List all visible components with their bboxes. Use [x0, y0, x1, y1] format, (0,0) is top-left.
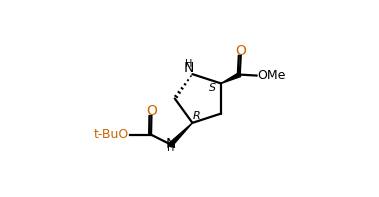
Polygon shape [168, 123, 193, 147]
Text: OMe: OMe [257, 69, 286, 82]
Polygon shape [221, 73, 241, 84]
Text: t-BuO: t-BuO [94, 128, 129, 141]
Text: O: O [146, 104, 157, 118]
Text: N: N [184, 61, 194, 75]
Text: H: H [185, 59, 193, 69]
Text: H: H [167, 143, 174, 153]
Text: O: O [235, 44, 246, 58]
Text: N: N [166, 137, 176, 151]
Text: S: S [208, 83, 216, 93]
Text: R: R [193, 111, 200, 121]
